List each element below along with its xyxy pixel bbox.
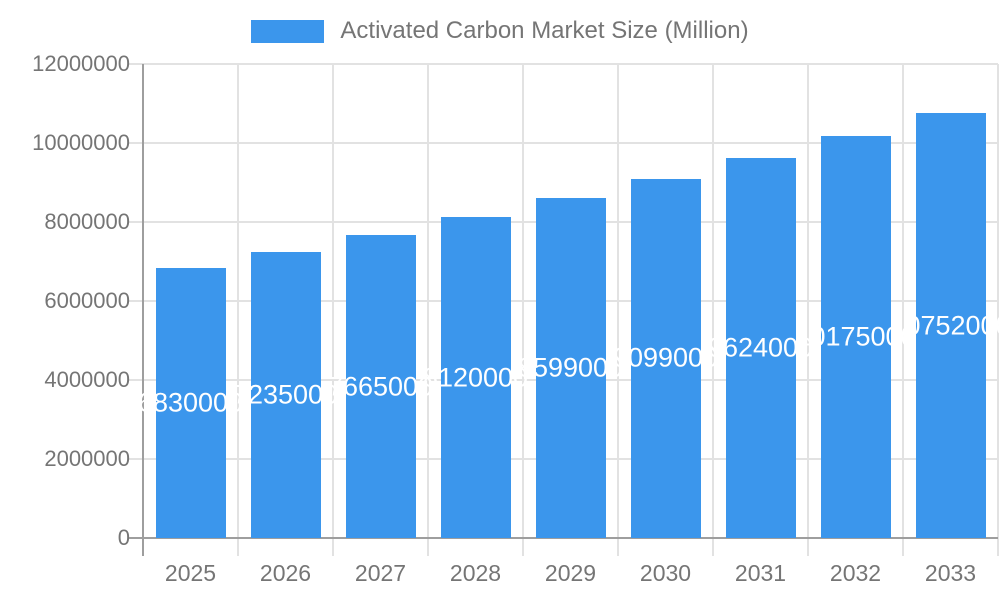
y-axis-tick-label: 0 bbox=[117, 525, 130, 550]
x-gridline bbox=[617, 64, 619, 556]
bar-value-label: 7665000 bbox=[327, 371, 434, 402]
x-gridline bbox=[902, 64, 904, 556]
x-axis-tick-label: 2028 bbox=[449, 560, 502, 586]
x-gridline bbox=[997, 64, 999, 556]
x-gridline bbox=[332, 64, 334, 556]
x-axis-tick-label: 2029 bbox=[544, 560, 597, 586]
x-axis-tick-label: 2031 bbox=[734, 560, 787, 586]
bar-2030[interactable]: 9099000 bbox=[613, 178, 718, 538]
y-axis-tick-label: 8000000 bbox=[44, 209, 130, 234]
bar-value-label: 8120000 bbox=[422, 362, 529, 393]
y-axis-tick-label: 12000000 bbox=[32, 51, 130, 76]
y-axis-tick-label: 2000000 bbox=[44, 446, 130, 471]
x-axis-tick-label: 2033 bbox=[924, 560, 977, 586]
bar-2033[interactable]: 10752000 bbox=[890, 113, 1000, 538]
bar-value-label: 7235000 bbox=[232, 379, 339, 410]
x-gridline bbox=[522, 64, 524, 556]
bar-value-label: 9624000 bbox=[707, 332, 814, 363]
x-gridline bbox=[237, 64, 239, 556]
x-axis-line bbox=[129, 537, 998, 539]
bar-2026[interactable]: 7235000 bbox=[233, 252, 338, 538]
y-gridline bbox=[129, 142, 998, 144]
bar-value-label: 10175000 bbox=[795, 321, 916, 352]
x-axis-tick-label: 2027 bbox=[354, 560, 407, 586]
bar-2029[interactable]: 8599000 bbox=[518, 198, 623, 538]
x-axis-tick-label: 2032 bbox=[829, 560, 882, 586]
x-gridline bbox=[427, 64, 429, 556]
bar-2032[interactable]: 10175000 bbox=[795, 136, 916, 538]
bar-value-label: 9099000 bbox=[612, 342, 719, 373]
x-gridline bbox=[807, 64, 809, 556]
legend-swatch bbox=[251, 19, 325, 43]
x-axis-tick-label: 2030 bbox=[639, 560, 692, 586]
x-axis-tick-label: 2025 bbox=[164, 560, 217, 586]
bar-value-label: 8599000 bbox=[517, 352, 624, 383]
y-axis-line bbox=[142, 64, 144, 556]
legend-label: Activated Carbon Market Size (Million) bbox=[340, 17, 749, 44]
bar-2027[interactable]: 7665000 bbox=[328, 235, 433, 538]
bar-value-label: 6830000 bbox=[137, 387, 244, 418]
bar-2031[interactable]: 9624000 bbox=[708, 157, 813, 538]
x-axis-tick-label: 2026 bbox=[259, 560, 312, 586]
y-axis-tick-label: 4000000 bbox=[44, 367, 130, 392]
bar-2028[interactable]: 8120000 bbox=[423, 217, 528, 538]
x-gridline bbox=[712, 64, 714, 556]
bar-value-label: 10752000 bbox=[890, 310, 1000, 341]
legend[interactable]: Activated Carbon Market Size (Million) bbox=[0, 17, 1000, 45]
y-axis-tick-label: 6000000 bbox=[44, 288, 130, 313]
y-gridline bbox=[129, 63, 998, 65]
bar-2025[interactable]: 6830000 bbox=[138, 268, 243, 538]
y-axis-tick-label: 10000000 bbox=[32, 130, 130, 155]
